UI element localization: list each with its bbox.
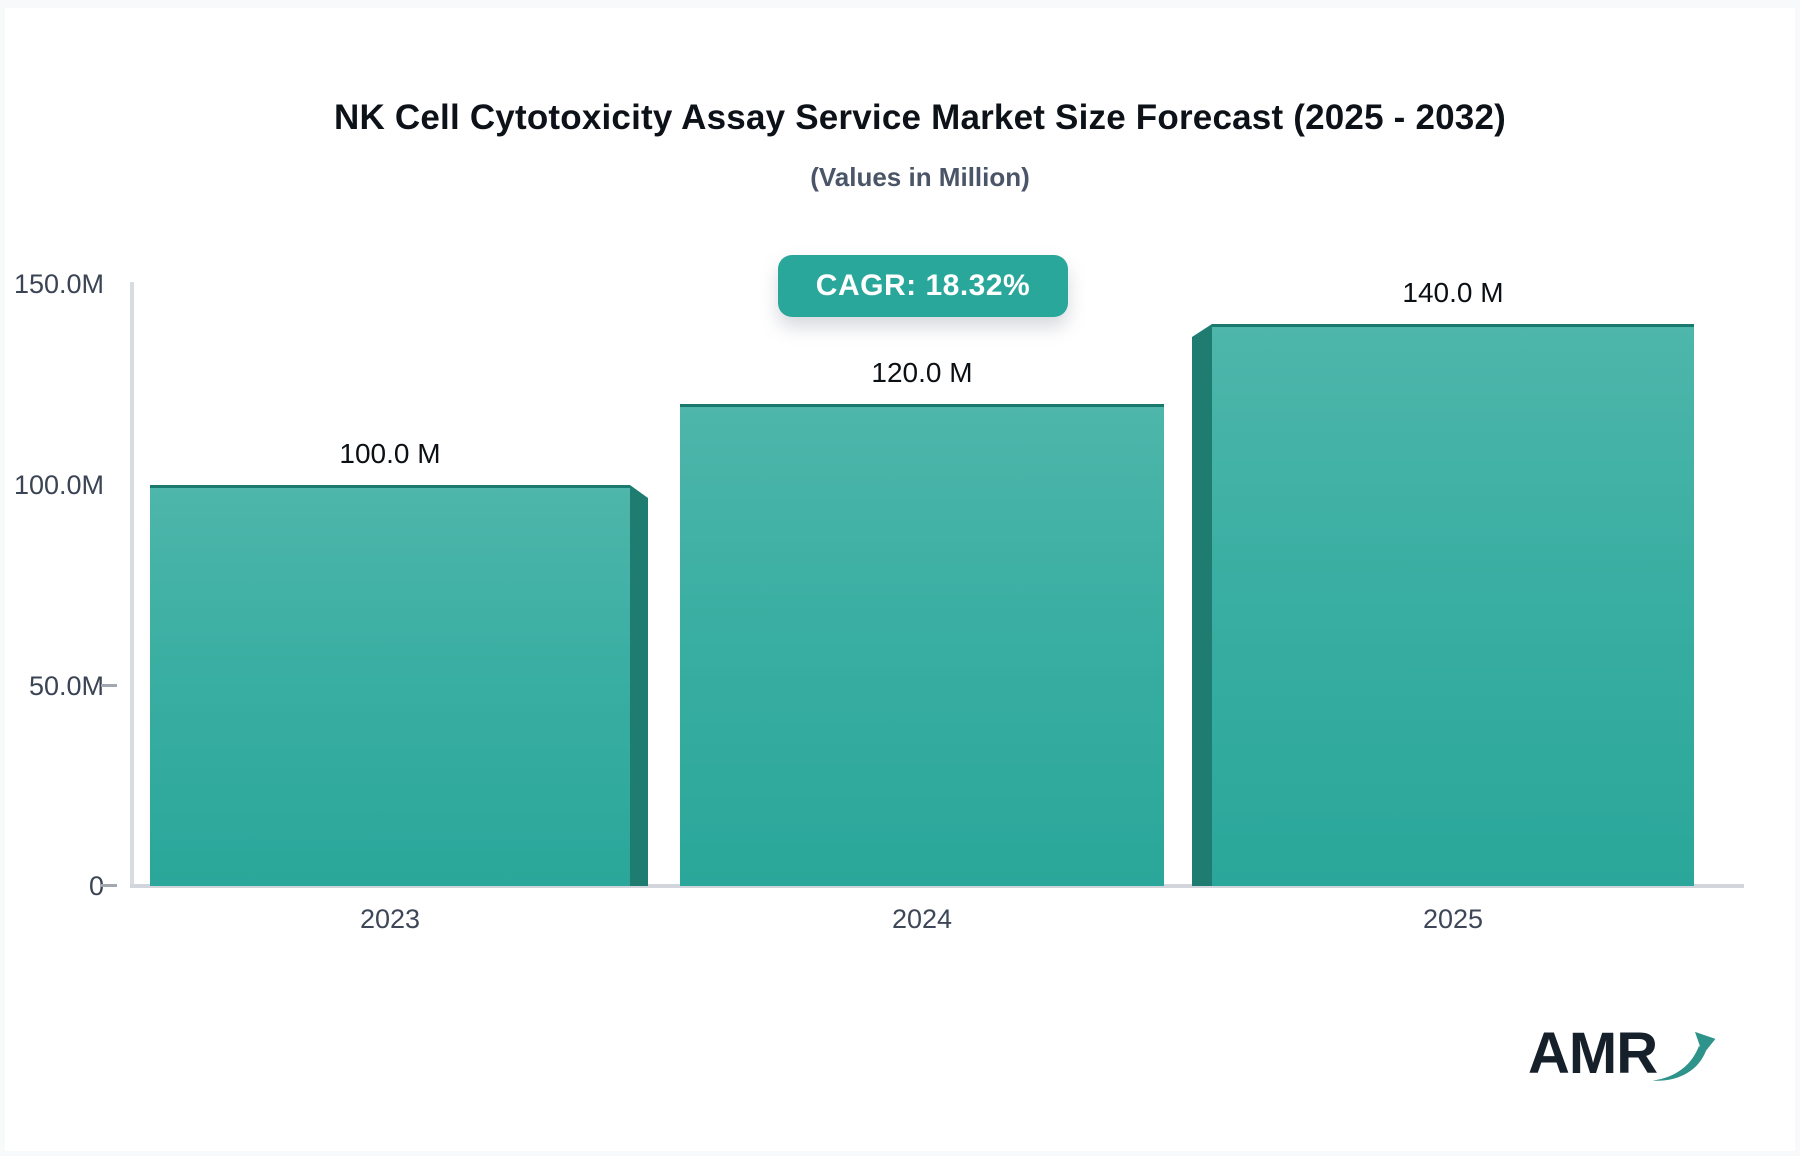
bar-side-face-2025	[1192, 324, 1212, 886]
cagr-badge-label: CAGR: 18.32%	[815, 269, 1031, 302]
bar-side-face-2023	[630, 485, 648, 886]
bar-value-label-2023: 100.0 M	[339, 438, 441, 469]
bar-2023[interactable]: 100.0 M	[150, 438, 648, 886]
x-tick-label-2024: 2024	[891, 904, 953, 934]
y-tick-label-150m: 150.0M	[13, 269, 104, 299]
y-tick-label-0: 0	[88, 871, 104, 901]
bar-2024[interactable]: 120.0 M	[680, 357, 1164, 886]
x-axis-line	[130, 884, 1744, 888]
growth-arrow-icon	[1652, 1031, 1716, 1081]
chart-subtitle: (Values in Million)	[810, 162, 1030, 192]
bar-face-2023	[150, 485, 630, 886]
cagr-badge: CAGR: 18.32%	[778, 255, 1068, 317]
y-tick-label-50m: 50.0M	[28, 671, 104, 701]
x-tick-label-2023: 2023	[359, 904, 421, 934]
y-tick-label-100m: 100.0M	[13, 470, 104, 500]
bar-2025[interactable]: 140.0 M	[1192, 277, 1694, 886]
bar-value-label-2025: 140.0 M	[1402, 277, 1504, 308]
y-tick-mark-0	[101, 884, 117, 887]
x-tick-label-2025: 2025	[1422, 904, 1484, 934]
amr-logo-text: AMR	[1528, 1021, 1658, 1086]
bar-value-label-2024: 120.0 M	[871, 357, 973, 388]
bar-face-2024	[680, 404, 1164, 886]
amr-logo: AMR	[1528, 1022, 1717, 1090]
y-axis-line	[130, 282, 134, 886]
bar-face-2025	[1212, 324, 1694, 886]
y-tick-mark-50m	[101, 684, 117, 687]
chart-title: NK Cell Cytotoxicity Assay Service Marke…	[334, 98, 1506, 137]
